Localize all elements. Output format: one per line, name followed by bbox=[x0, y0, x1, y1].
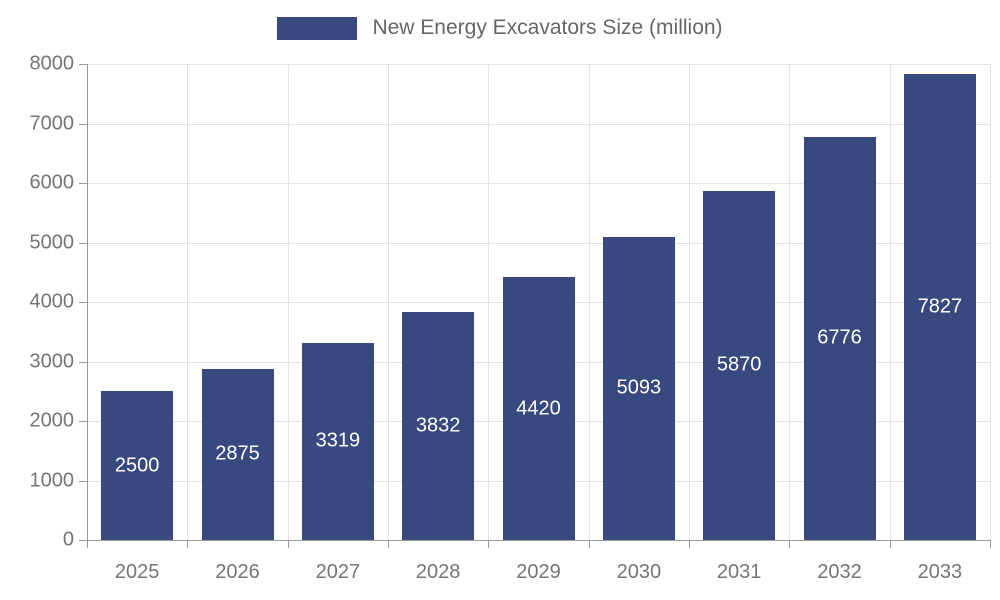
x-axis-tick-label: 2033 bbox=[917, 561, 963, 583]
x-axis-tick bbox=[588, 540, 590, 548]
x-axis-tick bbox=[488, 540, 490, 548]
x-axis-tick-label: 2032 bbox=[817, 561, 862, 583]
x-axis-tick bbox=[689, 540, 690, 548]
x-axis-line bbox=[79, 540, 990, 541]
bar-value-label: 3832 bbox=[415, 414, 461, 437]
bar-2026[interactable] bbox=[201, 368, 274, 540]
bar-2027[interactable] bbox=[301, 342, 374, 540]
y-axis-tick bbox=[79, 183, 87, 184]
y-axis-line bbox=[87, 64, 88, 548]
bar-2028[interactable] bbox=[402, 311, 475, 540]
bar-value-label: 7827 bbox=[917, 295, 963, 318]
x-axis-tick bbox=[187, 540, 189, 548]
y-axis-tick bbox=[79, 64, 87, 65]
y-axis-tick bbox=[79, 361, 87, 363]
x-axis-tick-label: 2027 bbox=[315, 561, 361, 583]
y-axis-tick-label: 1000 bbox=[29, 469, 75, 491]
y-axis-tick-label: 6000 bbox=[29, 171, 75, 194]
y-axis-tick-label: 7000 bbox=[29, 112, 75, 134]
y-axis-tick bbox=[79, 302, 87, 303]
x-axis-tick bbox=[388, 540, 389, 548]
legend-swatch bbox=[277, 16, 358, 40]
gridline-vertical bbox=[388, 64, 389, 540]
bar-value-label: 5870 bbox=[716, 353, 762, 376]
bar-value-label: 3319 bbox=[315, 429, 361, 452]
bar-value-label: 5093 bbox=[616, 376, 662, 399]
gridline-vertical bbox=[287, 64, 289, 540]
gridline-horizontal bbox=[87, 183, 990, 184]
y-axis-tick-label: 4000 bbox=[29, 290, 75, 313]
y-axis-tick-label: 5000 bbox=[29, 231, 75, 253]
gridline-vertical bbox=[689, 64, 690, 540]
x-axis-tick bbox=[889, 540, 891, 548]
bar-2025[interactable] bbox=[101, 391, 174, 540]
gridline-vertical bbox=[990, 64, 991, 540]
x-axis-tick-label: 2028 bbox=[415, 561, 461, 583]
gridline-vertical bbox=[588, 64, 590, 540]
x-axis-tick bbox=[990, 540, 991, 548]
bar-2032[interactable] bbox=[803, 136, 876, 540]
bar-value-label: 2875 bbox=[215, 442, 260, 465]
legend-label: New Energy Excavators Size (million) bbox=[372, 16, 723, 39]
gridline-horizontal bbox=[87, 242, 990, 244]
bar-2030[interactable] bbox=[602, 236, 675, 540]
y-axis-tick bbox=[79, 480, 87, 482]
bar-value-label: 4420 bbox=[516, 397, 561, 419]
y-axis-tick bbox=[79, 123, 87, 125]
bar-2033[interactable] bbox=[903, 74, 976, 540]
y-axis-tick-label: 0 bbox=[62, 528, 74, 551]
x-axis-tick-label: 2025 bbox=[114, 561, 160, 583]
gridline-horizontal bbox=[87, 64, 990, 65]
x-axis-tick-label: 2029 bbox=[516, 561, 561, 583]
x-axis-tick bbox=[87, 540, 88, 548]
x-axis-tick-label: 2026 bbox=[215, 561, 260, 583]
gridline-vertical bbox=[789, 64, 791, 540]
gridline-vertical bbox=[889, 64, 891, 540]
x-axis-tick-label: 2031 bbox=[716, 561, 762, 583]
bar-2031[interactable] bbox=[703, 190, 776, 540]
y-axis-tick bbox=[79, 421, 87, 422]
y-axis-tick-label: 3000 bbox=[29, 350, 75, 372]
bar-value-label: 2500 bbox=[114, 454, 160, 477]
gridline-vertical bbox=[187, 64, 189, 540]
x-axis-tick bbox=[789, 540, 791, 548]
x-axis-tick-label: 2030 bbox=[616, 561, 662, 583]
bar-value-label: 6776 bbox=[817, 326, 862, 349]
y-axis-tick bbox=[79, 242, 87, 244]
gridline-horizontal bbox=[87, 123, 990, 125]
y-axis-tick-label: 8000 bbox=[29, 52, 75, 75]
gridline-vertical bbox=[488, 64, 490, 540]
x-axis-tick bbox=[287, 540, 289, 548]
legend[interactable]: New Energy Excavators Size (million) bbox=[0, 16, 1000, 40]
y-axis-tick-label: 2000 bbox=[29, 409, 75, 432]
bar-2029[interactable] bbox=[502, 277, 575, 540]
